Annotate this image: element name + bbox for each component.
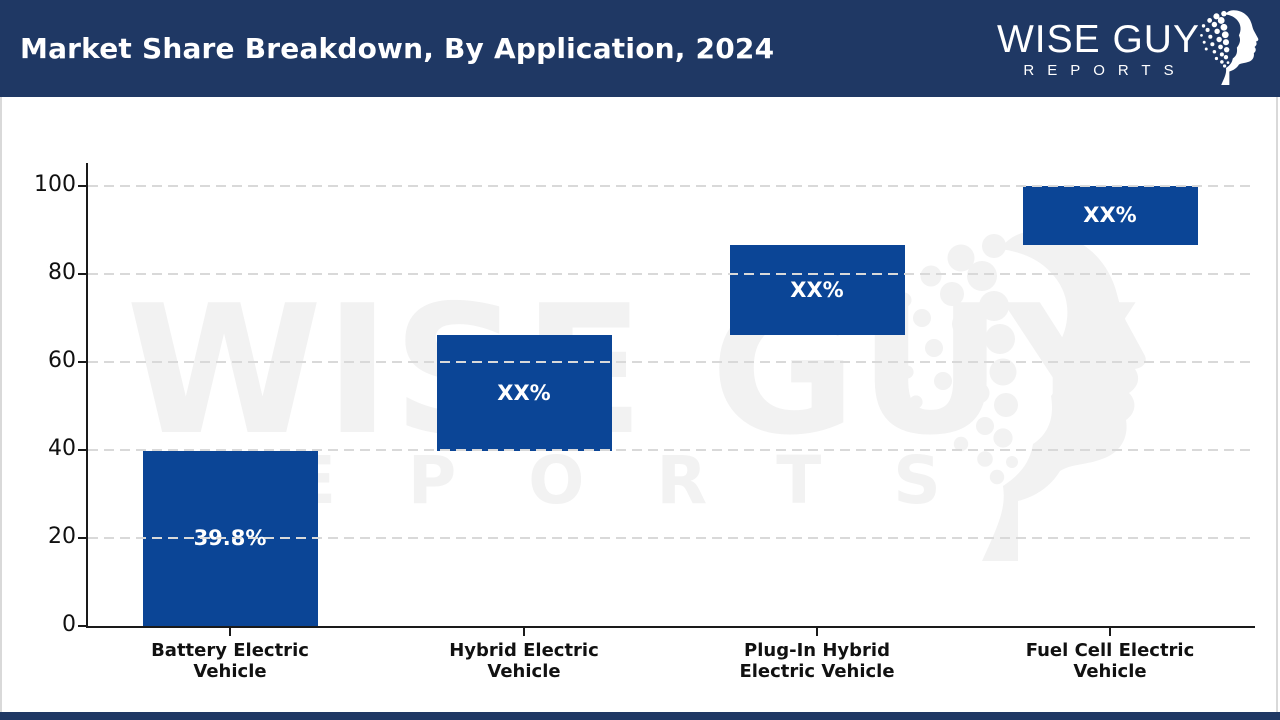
x-category-line: Fuel Cell Electric — [1025, 640, 1195, 661]
x-tick-mark — [816, 628, 818, 636]
x-category-label: Hybrid Electric Vehicle — [394, 640, 654, 682]
x-category-line: Vehicle — [193, 661, 267, 683]
y-tick-label: 40 — [48, 436, 76, 461]
y-tick-label: 0 — [62, 612, 76, 637]
x-category-line: Battery Electric — [151, 640, 309, 661]
y-tick-mark — [78, 185, 86, 187]
x-axis-line — [86, 626, 1255, 628]
gridline — [88, 537, 1255, 539]
y-tick-label: 80 — [48, 260, 76, 285]
waterfall-bar-segment: XX% — [436, 334, 612, 451]
watermark-head-icon — [889, 231, 1146, 561]
gridline — [88, 449, 1255, 451]
x-tick-mark — [229, 628, 231, 636]
bar-value-label: XX% — [497, 380, 551, 405]
waterfall-bar-segment: XX% — [729, 244, 905, 335]
x-tick-mark — [1109, 628, 1111, 636]
logo-subtext: REPORTS — [1023, 61, 1187, 79]
x-category-line: Hybrid Electric — [449, 640, 599, 661]
y-tick-label: 60 — [48, 348, 76, 373]
x-category-label: Fuel Cell Electric Vehicle — [980, 640, 1240, 682]
x-category-line: Vehicle — [1073, 661, 1147, 683]
left-border — [0, 97, 2, 712]
x-tick-mark — [523, 628, 525, 636]
gridline — [88, 185, 1255, 187]
gridline — [88, 273, 1255, 275]
y-tick-mark — [78, 537, 86, 539]
y-tick-mark — [78, 625, 86, 627]
x-category-label: Battery Electric Vehicle — [100, 640, 360, 682]
wise-guy-head-icon — [1200, 9, 1259, 85]
header: Market Share Breakdown, By Application, … — [0, 0, 1280, 97]
logo-wordmark: WISE GUY — [996, 17, 1200, 61]
bar-value-label: XX% — [790, 277, 844, 302]
waterfall-bar-segment: XX% — [1022, 186, 1198, 245]
y-axis-line — [86, 163, 88, 628]
x-category-line: Vehicle — [487, 661, 561, 683]
x-category-line: Plug-In Hybrid — [744, 640, 890, 661]
page-title: Market Share Breakdown, By Application, … — [20, 32, 775, 65]
wise-guy-logo: WISE GUY REPORTS — [997, 8, 1262, 90]
right-border — [1276, 97, 1278, 712]
y-tick-label: 20 — [48, 524, 76, 549]
logo-text: WISE GUY REPORTS — [997, 20, 1200, 78]
y-tick-mark — [78, 273, 86, 275]
x-category-label: Plug-In Hybrid Electric Vehicle — [687, 640, 947, 682]
y-tick-mark — [78, 449, 86, 451]
x-category-line: Electric Vehicle — [739, 661, 895, 683]
footer-bar — [0, 712, 1280, 720]
watermark-wordmark: WISE GUY — [126, 267, 1136, 474]
gridline — [88, 361, 1255, 363]
y-tick-mark — [78, 361, 86, 363]
bar-value-label: XX% — [1083, 203, 1137, 228]
y-tick-label: 100 — [34, 172, 76, 197]
